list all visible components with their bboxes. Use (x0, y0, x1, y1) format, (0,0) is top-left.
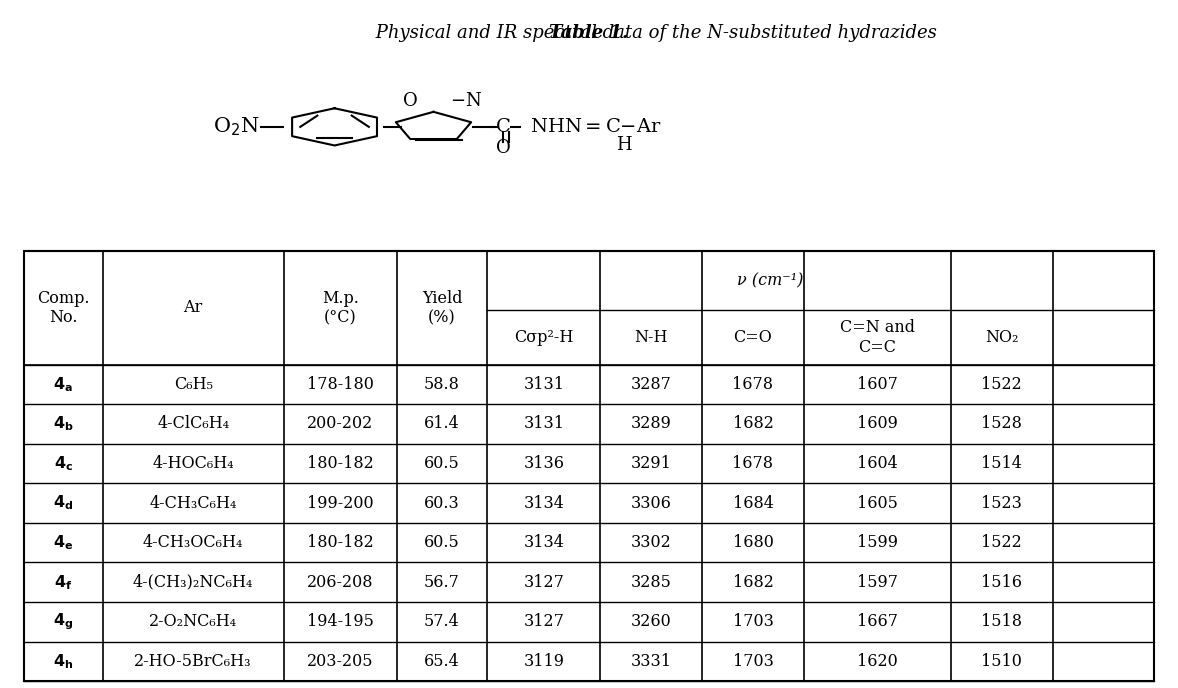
Text: 1680: 1680 (733, 534, 774, 551)
Text: 4-HOC₆H₄: 4-HOC₆H₄ (152, 455, 234, 472)
Text: O: O (403, 92, 417, 110)
Text: 194-195: 194-195 (306, 613, 373, 630)
Text: H: H (616, 136, 631, 153)
Text: 3285: 3285 (630, 574, 671, 591)
Text: 4-CH₃C₆H₄: 4-CH₃C₆H₄ (150, 495, 237, 512)
Text: 180-182: 180-182 (306, 455, 373, 472)
Text: $\mathbf{4}_\mathbf{a}$: $\mathbf{4}_\mathbf{a}$ (53, 375, 73, 394)
Text: Yield
(%): Yield (%) (422, 290, 462, 326)
Text: O: O (496, 140, 510, 158)
Text: 58.8: 58.8 (424, 376, 459, 393)
Text: Ar: Ar (184, 299, 203, 316)
Text: C=O: C=O (734, 329, 773, 346)
Text: 1684: 1684 (733, 495, 774, 512)
Text: 1682: 1682 (733, 574, 774, 591)
Text: 203-205: 203-205 (307, 653, 373, 670)
Text: C: C (496, 118, 511, 136)
Text: 3134: 3134 (523, 495, 564, 512)
Text: M.p.
(°C): M.p. (°C) (322, 290, 358, 326)
Text: 199-200: 199-200 (307, 495, 373, 512)
Text: 3127: 3127 (523, 574, 564, 591)
Text: 1518: 1518 (981, 613, 1023, 630)
Text: N-H: N-H (635, 329, 668, 346)
Text: 3287: 3287 (630, 376, 671, 393)
Text: 3291: 3291 (630, 455, 671, 472)
Text: 3131: 3131 (523, 376, 564, 393)
Text: 60.5: 60.5 (424, 534, 459, 551)
Text: 3119: 3119 (523, 653, 564, 670)
Text: 4-(CH₃)₂NC₆H₄: 4-(CH₃)₂NC₆H₄ (133, 574, 253, 591)
Text: 60.3: 60.3 (424, 495, 459, 512)
Text: 1514: 1514 (981, 455, 1023, 472)
Text: 180-182: 180-182 (306, 534, 373, 551)
Text: $\mathbf{4}_\mathbf{h}$: $\mathbf{4}_\mathbf{h}$ (53, 652, 73, 671)
Text: 2-HO-5BrC₆H₃: 2-HO-5BrC₆H₃ (134, 653, 252, 670)
Text: Table 1.: Table 1. (549, 24, 629, 42)
Text: 61.4: 61.4 (424, 416, 459, 433)
Text: O$_2$N: O$_2$N (212, 116, 259, 138)
Text: 1597: 1597 (856, 574, 898, 591)
Text: $\mathbf{4}_\mathbf{b}$: $\mathbf{4}_\mathbf{b}$ (53, 415, 73, 433)
Text: Comp.
No.: Comp. No. (37, 290, 90, 326)
Text: $-$N: $-$N (450, 92, 483, 110)
Text: 2-O₂NC₆H₄: 2-O₂NC₆H₄ (150, 613, 237, 630)
Text: 3260: 3260 (631, 613, 671, 630)
Text: 3136: 3136 (523, 455, 564, 472)
Text: 206-208: 206-208 (307, 574, 373, 591)
Text: 65.4: 65.4 (424, 653, 459, 670)
Text: 3134: 3134 (523, 534, 564, 551)
Text: 60.5: 60.5 (424, 455, 459, 472)
Text: 3127: 3127 (523, 613, 564, 630)
Text: ν (cm⁻¹): ν (cm⁻¹) (736, 272, 803, 289)
Text: 178-180: 178-180 (306, 376, 373, 393)
Text: $\mathbf{4}_\mathbf{c}$: $\mathbf{4}_\mathbf{c}$ (53, 454, 73, 473)
Text: 4-CH₃OC₆H₄: 4-CH₃OC₆H₄ (143, 534, 244, 551)
Text: 3131: 3131 (523, 416, 564, 433)
Text: 3331: 3331 (630, 653, 671, 670)
Text: 4-ClC₆H₄: 4-ClC₆H₄ (157, 416, 230, 433)
Text: NO₂: NO₂ (985, 329, 1019, 346)
Text: NHN$=$C$-$Ar: NHN$=$C$-$Ar (530, 118, 661, 136)
Text: 56.7: 56.7 (424, 574, 459, 591)
Text: $\mathbf{4}_\mathbf{d}$: $\mathbf{4}_\mathbf{d}$ (53, 494, 73, 513)
Text: 1522: 1522 (981, 376, 1023, 393)
Text: 1522: 1522 (981, 534, 1023, 551)
Text: 1605: 1605 (856, 495, 898, 512)
Text: 1678: 1678 (733, 455, 774, 472)
Text: 1510: 1510 (981, 653, 1023, 670)
Text: C₆H₅: C₆H₅ (173, 376, 213, 393)
Text: 1620: 1620 (858, 653, 898, 670)
Text: 1703: 1703 (733, 613, 774, 630)
Text: 1607: 1607 (856, 376, 898, 393)
Text: $\mathbf{4}_\mathbf{g}$: $\mathbf{4}_\mathbf{g}$ (53, 612, 73, 632)
Text: 200-202: 200-202 (307, 416, 373, 433)
Text: 1682: 1682 (733, 416, 774, 433)
Text: Physical and IR spectral data of the N-substituted hydrazides: Physical and IR spectral data of the N-s… (370, 24, 938, 42)
Text: 1703: 1703 (733, 653, 774, 670)
Text: 57.4: 57.4 (424, 613, 459, 630)
Text: 3289: 3289 (630, 416, 671, 433)
Text: 1599: 1599 (856, 534, 898, 551)
Text: 3306: 3306 (630, 495, 671, 512)
Text: 1678: 1678 (733, 376, 774, 393)
Text: 1523: 1523 (981, 495, 1023, 512)
Text: 1667: 1667 (856, 613, 898, 630)
Text: Cσp²-H: Cσp²-H (514, 329, 574, 346)
Text: 3302: 3302 (631, 534, 671, 551)
Text: C=N and
C=C: C=N and C=C (840, 319, 915, 356)
Text: $\mathbf{4}_\mathbf{f}$: $\mathbf{4}_\mathbf{f}$ (54, 573, 72, 592)
Text: $\mathbf{4}_\mathbf{e}$: $\mathbf{4}_\mathbf{e}$ (53, 533, 73, 552)
Text: 1516: 1516 (981, 574, 1023, 591)
Text: 1528: 1528 (981, 416, 1023, 433)
Text: 1604: 1604 (858, 455, 898, 472)
Text: 1609: 1609 (856, 416, 898, 433)
